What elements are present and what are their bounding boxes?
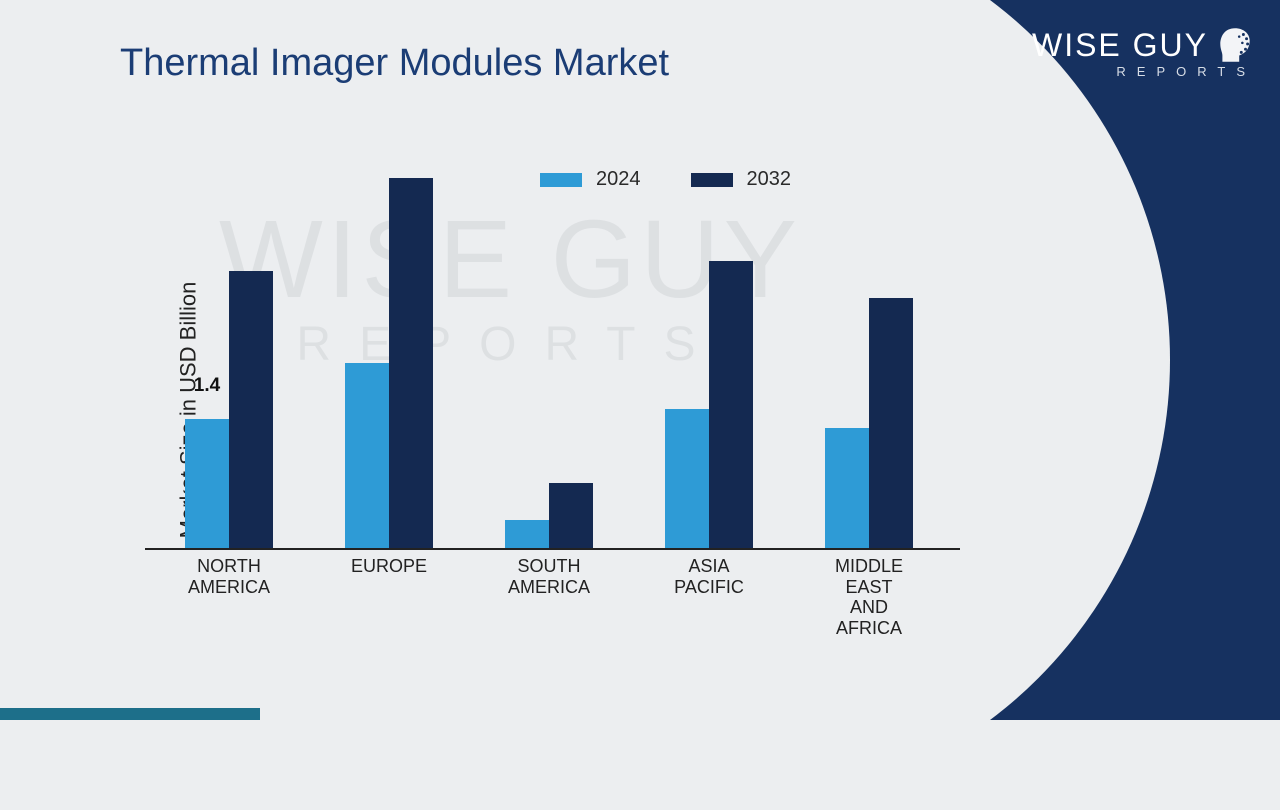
bar	[549, 483, 593, 548]
brand-logo: WISE GUY REPORTS	[1032, 24, 1256, 79]
bar-group	[345, 178, 433, 548]
x-tick-label: NORTHAMERICA	[169, 556, 289, 597]
x-tick-label: EUROPE	[329, 556, 449, 577]
chart-title: Thermal Imager Modules Market	[120, 42, 669, 85]
bar	[229, 271, 273, 549]
x-tick-label: ASIAPACIFIC	[649, 556, 769, 597]
x-tick-label: SOUTHAMERICA	[489, 556, 609, 597]
brand-main-text: WISE GUY	[1032, 27, 1208, 64]
bar	[869, 298, 913, 548]
brand-head-icon	[1214, 24, 1256, 66]
bar	[505, 520, 549, 548]
bar-group	[825, 298, 913, 548]
bar-group	[665, 261, 753, 548]
chart: Market Size in USD Billion 1.4 NORTHAMER…	[90, 180, 960, 640]
bottom-accent-bar	[0, 708, 260, 720]
bar	[185, 419, 229, 549]
bar	[389, 178, 433, 548]
x-axis-labels: NORTHAMERICA EUROPE SOUTHAMERICA ASIAPACIFI…	[145, 552, 960, 640]
bar	[345, 363, 389, 548]
bar	[665, 409, 709, 548]
bar-group	[505, 483, 593, 548]
brand-sub-text: REPORTS	[1032, 64, 1256, 79]
bar	[825, 428, 869, 548]
bar-group	[185, 271, 273, 549]
plot-area: 1.4	[145, 180, 960, 550]
x-tick-label: MIDDLEEASTANDAFRICA	[809, 556, 929, 639]
bar	[709, 261, 753, 548]
